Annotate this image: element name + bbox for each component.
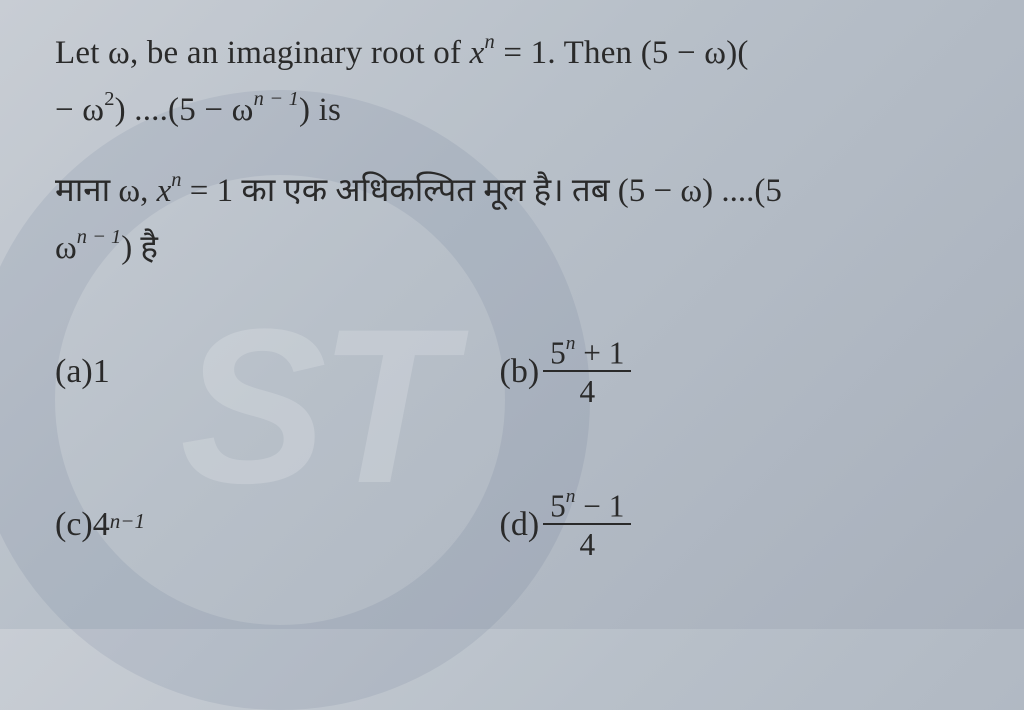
denominator: 4 [572, 372, 602, 407]
exp-2: 2 [104, 88, 114, 110]
base: 4 [93, 506, 110, 544]
omega-symbol: ω [680, 173, 702, 209]
text: , [140, 173, 157, 209]
omega-symbol: ω [55, 230, 77, 266]
question-block: Let ω, be an imaginary root of xn = 1. T… [55, 28, 1004, 561]
option-b[interactable]: (b) 5n + 1 4 [500, 337, 905, 408]
fraction: 5n − 1 4 [543, 490, 631, 561]
exp-n: n [171, 169, 181, 191]
question-hi-line1: माना ω, xn = 1 का एक अधिकल्पित मूल है। त… [55, 166, 1004, 217]
exp-nm1: n − 1 [77, 226, 121, 248]
option-label: (b) [500, 353, 540, 391]
text: = 1 का एक अधिकल्पित मूल है। तब (5 − [182, 173, 681, 209]
var-x: x [157, 173, 172, 209]
option-label: (c) [55, 506, 93, 544]
text: ) है [121, 230, 158, 266]
exp-n: n [485, 31, 495, 53]
text: Let [55, 35, 108, 71]
text: , be an imaginary root of [130, 35, 470, 71]
text: माना [55, 173, 118, 209]
option-label: (a) [55, 353, 93, 391]
omega-symbol: ω [232, 92, 254, 128]
option-c[interactable]: (c) 4n−1 [55, 490, 460, 561]
exp: n [566, 333, 576, 354]
question-en-line2: − ω2) ....(5 − ωn − 1) is [55, 85, 1004, 136]
exp: n−1 [110, 509, 145, 534]
question-hi-line2: ωn − 1) है [55, 223, 1004, 274]
text: )( [726, 35, 748, 71]
exp: n [566, 486, 576, 507]
omega-symbol: ω [704, 35, 726, 71]
option-a[interactable]: (a) 1 [55, 337, 460, 408]
option-label: (d) [500, 506, 540, 544]
base: 5 [550, 488, 566, 523]
text: ) ....(5 [702, 173, 782, 209]
text: ) is [299, 92, 341, 128]
omega-symbol: ω [108, 35, 130, 71]
omega-symbol: ω [118, 173, 140, 209]
question-en-line1: Let ω, be an imaginary root of xn = 1. T… [55, 28, 1004, 79]
base: 5 [550, 335, 566, 370]
text: − [55, 92, 82, 128]
option-value: 1 [93, 353, 110, 391]
omega-symbol: ω [82, 92, 104, 128]
options-grid: (a) 1 (b) 5n + 1 4 (c) 4n−1 (d) 5n − 1 4 [55, 337, 1004, 561]
tail: − 1 [575, 488, 624, 523]
tail: + 1 [575, 335, 624, 370]
text: = 1. Then (5 − [495, 35, 704, 71]
text: ) ....(5 − [115, 92, 232, 128]
denominator: 4 [572, 525, 602, 560]
var-x: x [470, 35, 485, 71]
exp-nm1: n − 1 [254, 88, 299, 110]
numerator: 5n + 1 [543, 337, 631, 373]
numerator: 5n − 1 [543, 490, 631, 526]
fraction: 5n + 1 4 [543, 337, 631, 408]
option-d[interactable]: (d) 5n − 1 4 [500, 490, 905, 561]
